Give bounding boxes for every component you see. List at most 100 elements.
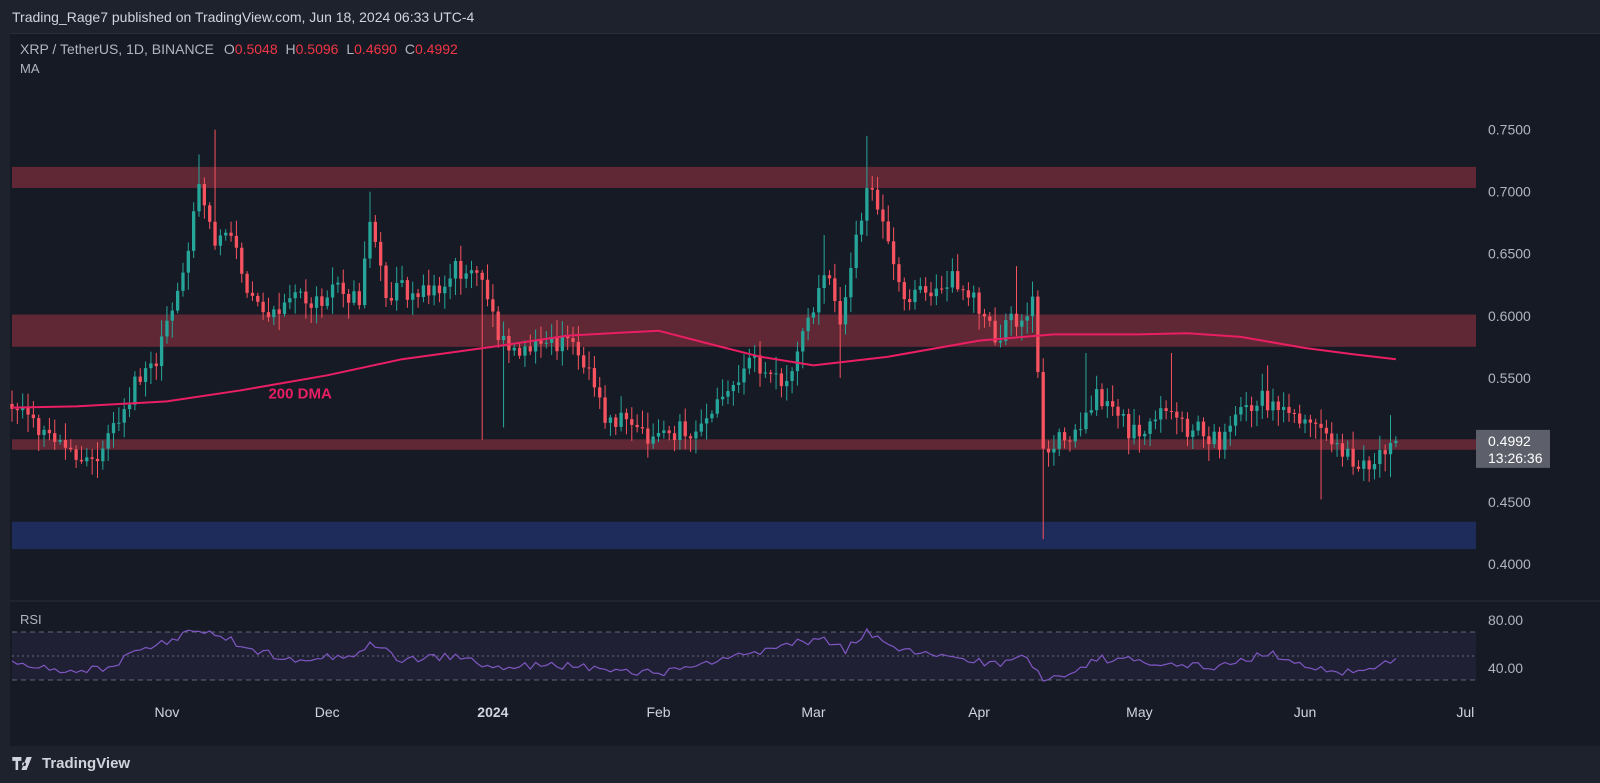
candle-body xyxy=(485,279,490,300)
candle-body xyxy=(533,340,538,352)
candle-body xyxy=(37,418,41,435)
candle-body xyxy=(902,282,906,300)
candle-body xyxy=(341,282,345,294)
candle-body xyxy=(1068,440,1072,442)
candle-body xyxy=(175,290,180,311)
tradingview-logo[interactable]: TradingView xyxy=(12,755,130,772)
candle-body xyxy=(245,273,249,293)
close-label: C xyxy=(404,41,415,57)
candle-body xyxy=(576,341,581,356)
candle-body xyxy=(101,448,105,462)
candle-body xyxy=(1164,408,1168,412)
candle-body xyxy=(469,270,474,274)
candle-body xyxy=(31,414,36,419)
candle-body xyxy=(907,299,912,303)
candle-body xyxy=(443,286,447,294)
candle-body xyxy=(234,235,239,248)
candle-body xyxy=(747,357,751,369)
candle-body xyxy=(1383,450,1387,455)
candle-body xyxy=(1394,440,1398,443)
candle-body xyxy=(170,310,174,321)
candle-body xyxy=(1111,401,1115,407)
candle-body xyxy=(982,313,987,317)
candle-body xyxy=(1335,443,1339,445)
candle-body xyxy=(181,272,185,291)
candle-body xyxy=(261,301,265,313)
candle-body xyxy=(1132,424,1136,439)
candle-body xyxy=(603,397,607,423)
candle-body xyxy=(282,302,287,314)
candle-body xyxy=(934,288,939,297)
candle-body xyxy=(1319,423,1323,428)
candle-body xyxy=(325,297,329,306)
candle-body xyxy=(1116,406,1120,416)
candle-body xyxy=(555,337,559,352)
candle-body xyxy=(843,297,848,325)
candle-body xyxy=(1292,412,1296,414)
candle-body xyxy=(678,421,682,441)
ma-line: 200 DMA xyxy=(11,329,1397,409)
open-value: 0.5048 xyxy=(234,41,278,57)
candle-body xyxy=(635,424,639,428)
candle-body xyxy=(138,376,142,382)
candle-body xyxy=(26,407,30,415)
candle-body xyxy=(1233,414,1238,426)
candle-body xyxy=(389,298,394,301)
candle-body xyxy=(277,309,281,314)
candle-body xyxy=(1078,429,1083,431)
candle-body xyxy=(715,399,719,414)
candle-body xyxy=(496,311,500,341)
candle-body xyxy=(528,346,532,352)
candle-body xyxy=(192,211,196,251)
candle-body xyxy=(464,273,468,279)
ma-indicator-label[interactable]: MA xyxy=(20,61,40,76)
candle-body xyxy=(1308,419,1313,423)
symbol-name[interactable]: XRP / TetherUS, 1D, BINANCE xyxy=(20,41,214,57)
candle-body xyxy=(85,457,89,462)
candle-body xyxy=(897,264,901,283)
candle-body xyxy=(330,284,335,298)
candle-body xyxy=(656,433,661,437)
candle-body xyxy=(1153,419,1158,422)
time-tick-label: Mar xyxy=(801,704,825,720)
candle-body xyxy=(320,296,324,306)
candle-body xyxy=(266,312,271,318)
candle-body xyxy=(790,371,794,381)
publisher-line: Trading_Rage7 published on TradingView.c… xyxy=(12,9,475,25)
candle-body xyxy=(314,296,319,308)
candle-body xyxy=(379,241,383,266)
candle-body xyxy=(875,189,880,210)
time-tick-label: Dec xyxy=(315,704,340,720)
candle-body xyxy=(1314,422,1318,424)
candle-body xyxy=(913,289,917,303)
resistance-zone xyxy=(12,166,1476,188)
candle-body xyxy=(384,265,388,299)
candle-body xyxy=(801,331,805,352)
candle-body xyxy=(688,436,693,439)
candle-body xyxy=(998,340,1003,343)
candle-body xyxy=(47,429,52,434)
candle-body xyxy=(154,363,158,367)
candle-body xyxy=(1260,390,1264,406)
candle-body xyxy=(1180,417,1184,419)
candle-body xyxy=(758,355,762,374)
candle-body xyxy=(827,275,832,279)
candle-body xyxy=(977,292,981,314)
candle-body xyxy=(726,391,730,397)
candle-body xyxy=(704,418,709,424)
resistance-zone xyxy=(12,314,1476,347)
candle-body xyxy=(1191,430,1195,437)
candle-body xyxy=(870,187,874,190)
candle-body xyxy=(1362,460,1366,469)
candle-body xyxy=(608,417,613,423)
candle-body xyxy=(854,234,858,268)
candle-body xyxy=(1084,412,1088,430)
candle-body xyxy=(566,336,570,339)
candle-body xyxy=(549,337,554,343)
rsi-indicator-label[interactable]: RSI xyxy=(20,612,42,627)
last-price-tag xyxy=(1476,429,1550,468)
close-value: 0.4992 xyxy=(414,41,458,57)
ma-200-line xyxy=(11,329,1397,409)
candle-body xyxy=(437,285,442,294)
